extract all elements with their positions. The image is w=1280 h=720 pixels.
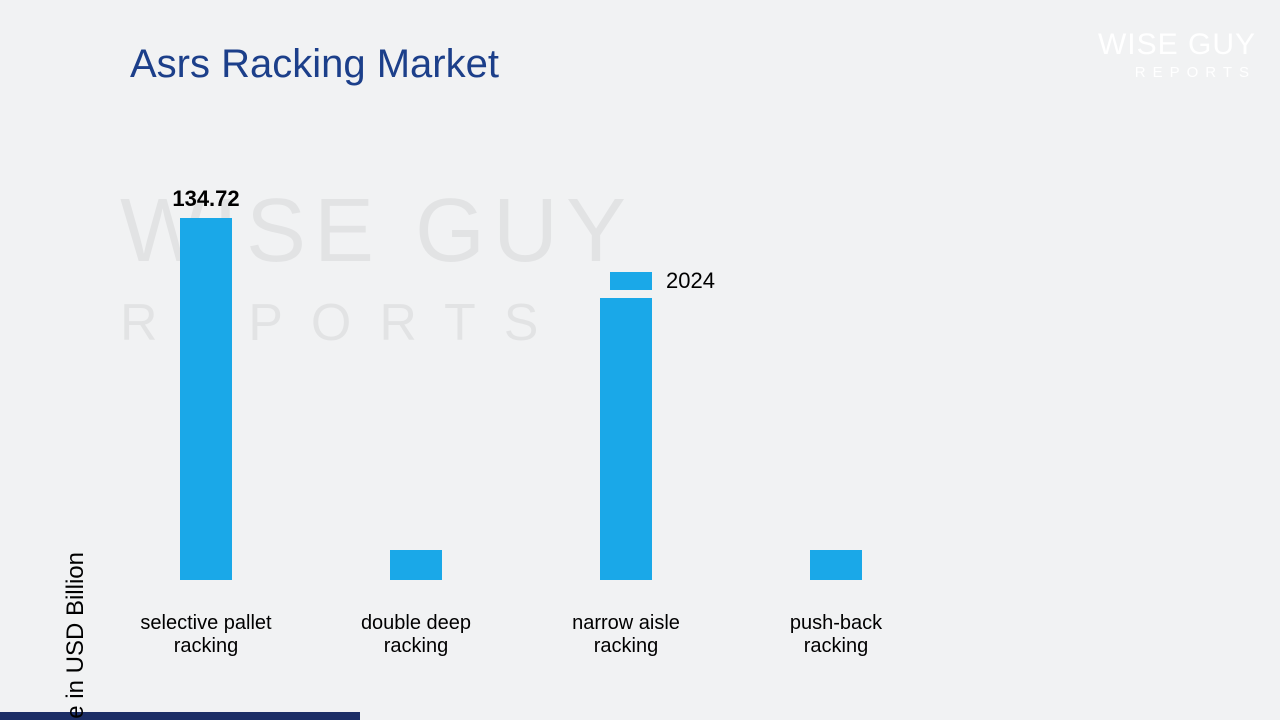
category-label-selective: selective pallet racking <box>131 612 281 658</box>
y-axis-label-wrap: Market Size in USD Billion <box>62 140 92 580</box>
legend-swatch <box>610 272 652 290</box>
legend-label: 2024 <box>666 268 715 294</box>
bar-double <box>390 550 442 580</box>
y-axis-label: Market Size in USD Billion <box>62 552 90 720</box>
bar-pushback <box>810 550 862 580</box>
right-accent-band <box>960 0 1280 720</box>
logo-line2: REPORTS <box>1098 64 1256 81</box>
legend: 2024 <box>610 268 715 294</box>
chart-area: 2024 134.72selective pallet rackingdoubl… <box>110 150 950 580</box>
bar-narrow <box>600 298 652 580</box>
category-label-double: double deep racking <box>341 612 491 658</box>
bar-value-selective: 134.72 <box>126 186 286 212</box>
category-label-narrow: narrow aisle racking <box>551 612 701 658</box>
category-label-pushback: push-back racking <box>761 612 911 658</box>
bottom-accent-bar <box>0 712 360 720</box>
logo-line1: WISE GUY <box>1098 28 1256 62</box>
bar-selective <box>180 218 232 580</box>
chart-page: WISE GUY REPORTS WISE GUY REPORTS Asrs R… <box>0 0 1280 720</box>
brand-logo: WISE GUY REPORTS <box>1098 28 1256 81</box>
chart-title: Asrs Racking Market <box>130 42 499 87</box>
